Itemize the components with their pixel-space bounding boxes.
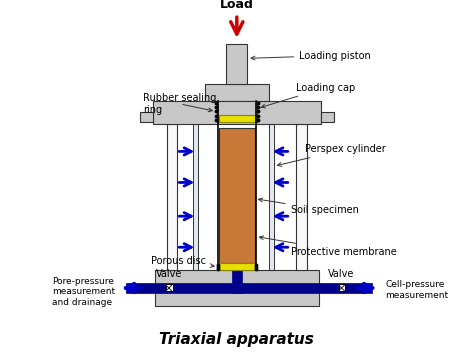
Text: Triaxial apparatus: Triaxial apparatus — [159, 332, 314, 348]
Text: Loading cap: Loading cap — [261, 83, 356, 108]
Bar — [127, 283, 372, 293]
Text: Valve: Valve — [328, 268, 355, 279]
Bar — [219, 129, 255, 263]
Bar — [167, 124, 177, 270]
Bar — [193, 101, 198, 270]
Text: Pore-pressure
measurement
and drainage: Pore-pressure measurement and drainage — [52, 277, 115, 307]
Bar — [153, 101, 321, 124]
Text: Valve: Valve — [155, 268, 182, 279]
Bar — [321, 113, 334, 122]
Text: Porous disc: Porous disc — [151, 256, 214, 268]
Bar — [232, 270, 242, 293]
Text: Loading piston: Loading piston — [251, 50, 371, 60]
Bar — [155, 270, 319, 306]
Text: Load: Load — [220, 0, 254, 11]
Text: Cell-pressure
measurement: Cell-pressure measurement — [385, 280, 448, 300]
Bar — [339, 284, 346, 291]
Text: Rubber sealing
ring: Rubber sealing ring — [144, 93, 217, 115]
Bar — [140, 113, 153, 122]
Bar — [166, 284, 173, 291]
Bar — [217, 101, 256, 122]
Bar — [269, 101, 273, 270]
Bar — [296, 124, 307, 270]
Text: Soil specimen: Soil specimen — [259, 198, 358, 215]
Bar — [205, 84, 269, 101]
Bar — [227, 44, 247, 84]
Text: Perspex cylinder: Perspex cylinder — [277, 144, 385, 166]
Bar — [219, 263, 255, 270]
Bar — [219, 115, 255, 122]
Text: Protective membrane: Protective membrane — [260, 236, 396, 257]
